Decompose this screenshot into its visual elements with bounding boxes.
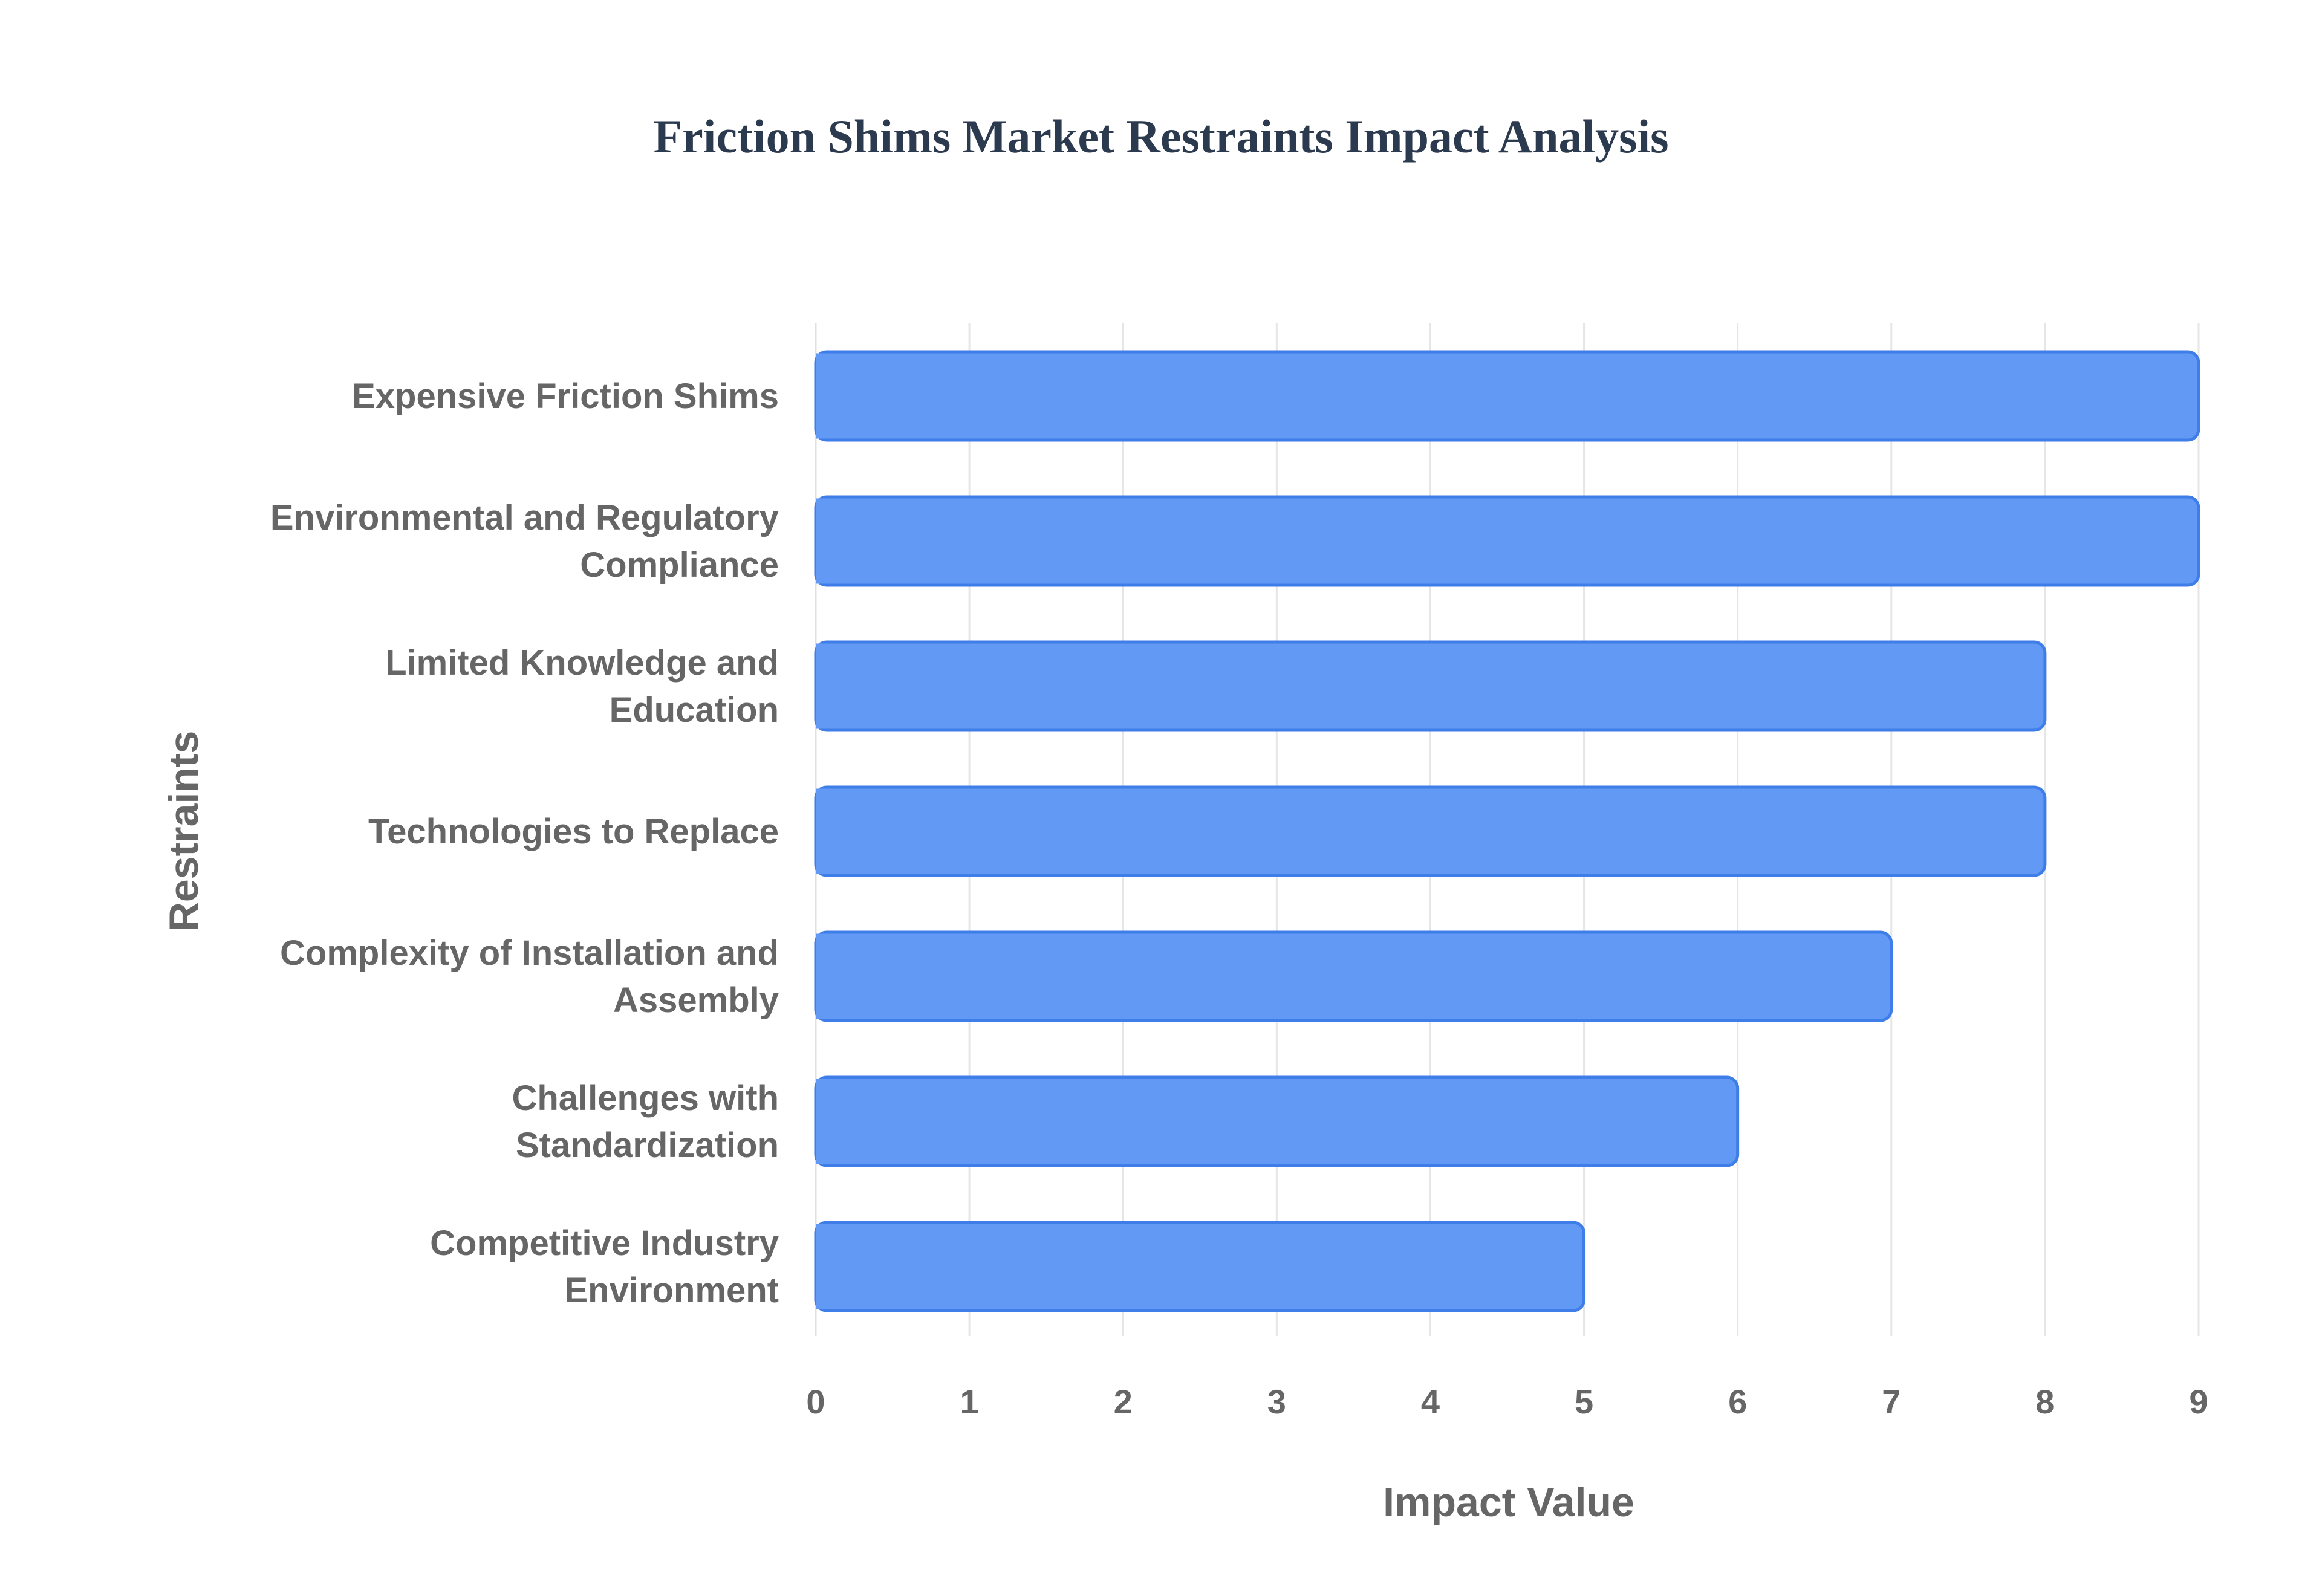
bar <box>814 495 2200 587</box>
bar-left-edge <box>816 643 830 729</box>
bar <box>814 785 2047 877</box>
x-tick-label: 4 <box>1421 1383 1440 1421</box>
x-tick-label: 8 <box>2035 1383 2054 1421</box>
x-tick-label: 6 <box>1728 1383 1747 1421</box>
x-tick-label: 1 <box>960 1383 979 1421</box>
bar-left-edge <box>816 788 830 874</box>
category-label: Assembly <box>613 981 779 1020</box>
category-label: Standardization <box>516 1126 779 1165</box>
category-label: Technologies to Replace <box>368 812 779 851</box>
bar <box>814 350 2200 442</box>
bar-left-edge <box>816 353 830 439</box>
category-label: Complexity of Installation and <box>280 933 779 973</box>
bar <box>814 1221 1586 1312</box>
bar <box>814 640 2047 732</box>
y-axis-title: Restraints <box>161 731 207 932</box>
category-label: Education <box>610 690 779 730</box>
x-tick-label: 7 <box>1882 1383 1901 1421</box>
chart-title: Friction Shims Market Restraints Impact … <box>653 110 1668 163</box>
x-tick-label: 5 <box>1575 1383 1593 1421</box>
x-tick-label: 3 <box>1267 1383 1286 1421</box>
x-tick-labels: 0 1 2 3 4 5 6 7 8 9 <box>806 1383 2208 1421</box>
category-label: Competitive Industry <box>430 1224 779 1263</box>
category-label: Expensive Friction Shims <box>352 377 779 416</box>
category-label: Environment <box>565 1271 779 1310</box>
x-tick-label: 9 <box>2189 1383 2208 1421</box>
category-labels: Expensive Friction Shims Environmental an… <box>270 377 779 1310</box>
x-tick-label: 0 <box>806 1383 825 1421</box>
x-tick-label: 2 <box>1114 1383 1133 1421</box>
category-label: Challenges with <box>512 1079 779 1118</box>
category-label: Limited Knowledge and <box>385 643 779 683</box>
bar <box>814 1075 1740 1167</box>
category-label: Environmental and Regulatory <box>270 498 779 537</box>
category-label: Compliance <box>580 545 779 585</box>
bar-left-edge <box>816 1224 830 1309</box>
bar <box>814 930 1893 1022</box>
bar-left-edge <box>816 933 830 1019</box>
bar-left-edge <box>816 1079 830 1164</box>
x-axis-title: Impact Value <box>1383 1479 1634 1525</box>
bar-left-edge <box>816 498 830 584</box>
bars <box>814 350 2200 1312</box>
